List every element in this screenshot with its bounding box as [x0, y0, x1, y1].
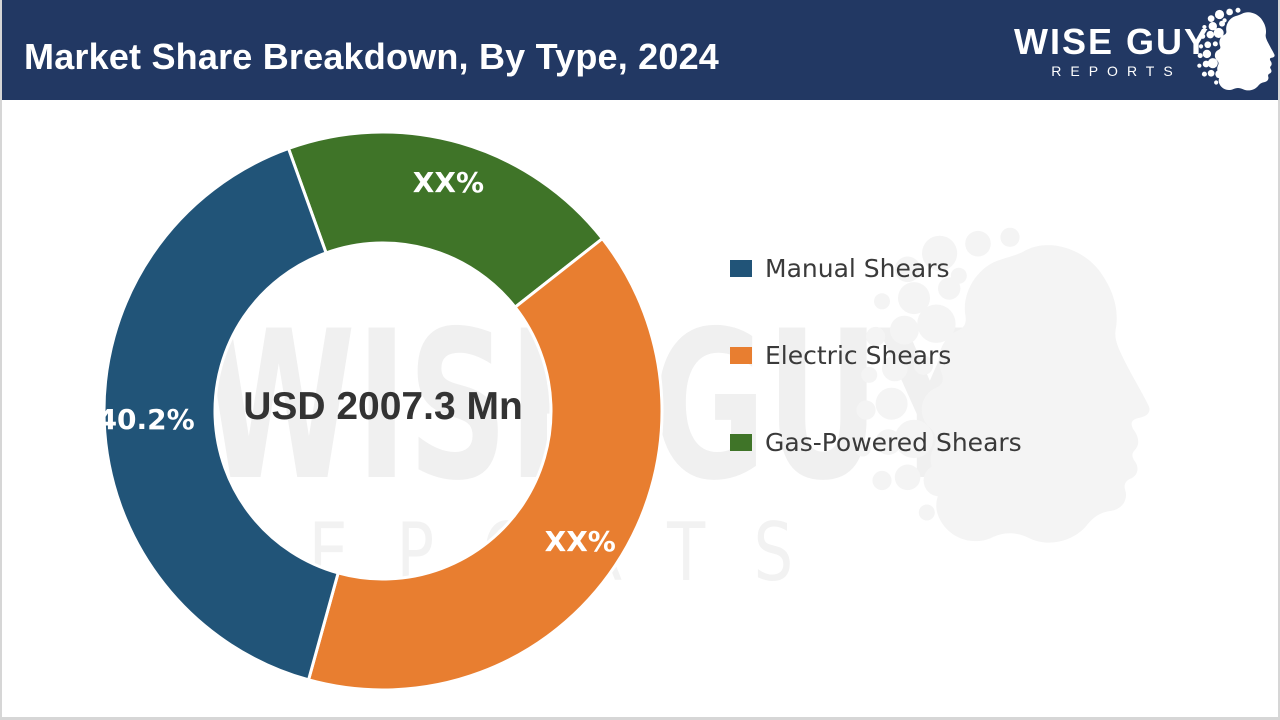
- chart-legend: Manual Shears Electric Shears Gas-Powere…: [730, 254, 1022, 457]
- donut-slice-gas-powered-shears: [286, 130, 604, 309]
- legend-item-manual-shears: Manual Shears: [730, 254, 1022, 283]
- wiseguy-face-icon: [1197, 7, 1275, 91]
- slice-percent-label: XX%: [412, 166, 484, 200]
- legend-label: Manual Shears: [765, 254, 950, 283]
- legend-item-electric-shears: Electric Shears: [730, 341, 1022, 370]
- header-bar: Market Share Breakdown, By Type, 2024 WI…: [2, 0, 1278, 100]
- legend-swatch-manual-shears: [730, 260, 752, 277]
- legend-swatch-electric-shears: [730, 347, 752, 364]
- legend-swatch-gas-powered-shears: [730, 434, 752, 451]
- wiseguy-logo-text: WISE GUY REPORTS: [1013, 20, 1210, 80]
- logo-wiseguy-label: WISE GUY: [1013, 20, 1210, 62]
- wiseguy-logo: WISE GUY REPORTS: [1013, 6, 1278, 96]
- slice-percent-label: XX%: [544, 525, 616, 559]
- donut-slice-electric-shears: [307, 237, 664, 692]
- page-title: Market Share Breakdown, By Type, 2024: [24, 36, 720, 77]
- legend-label: Gas-Powered Shears: [765, 428, 1022, 457]
- legend-label: Electric Shears: [765, 341, 952, 370]
- watermark-reports-text: REPORTS: [217, 506, 842, 599]
- donut-center-value: USD 2007.3 Mn: [243, 385, 523, 428]
- legend-item-gas-powered-shears: Gas-Powered Shears: [730, 428, 1022, 457]
- logo-reports-label: REPORTS: [1051, 63, 1182, 80]
